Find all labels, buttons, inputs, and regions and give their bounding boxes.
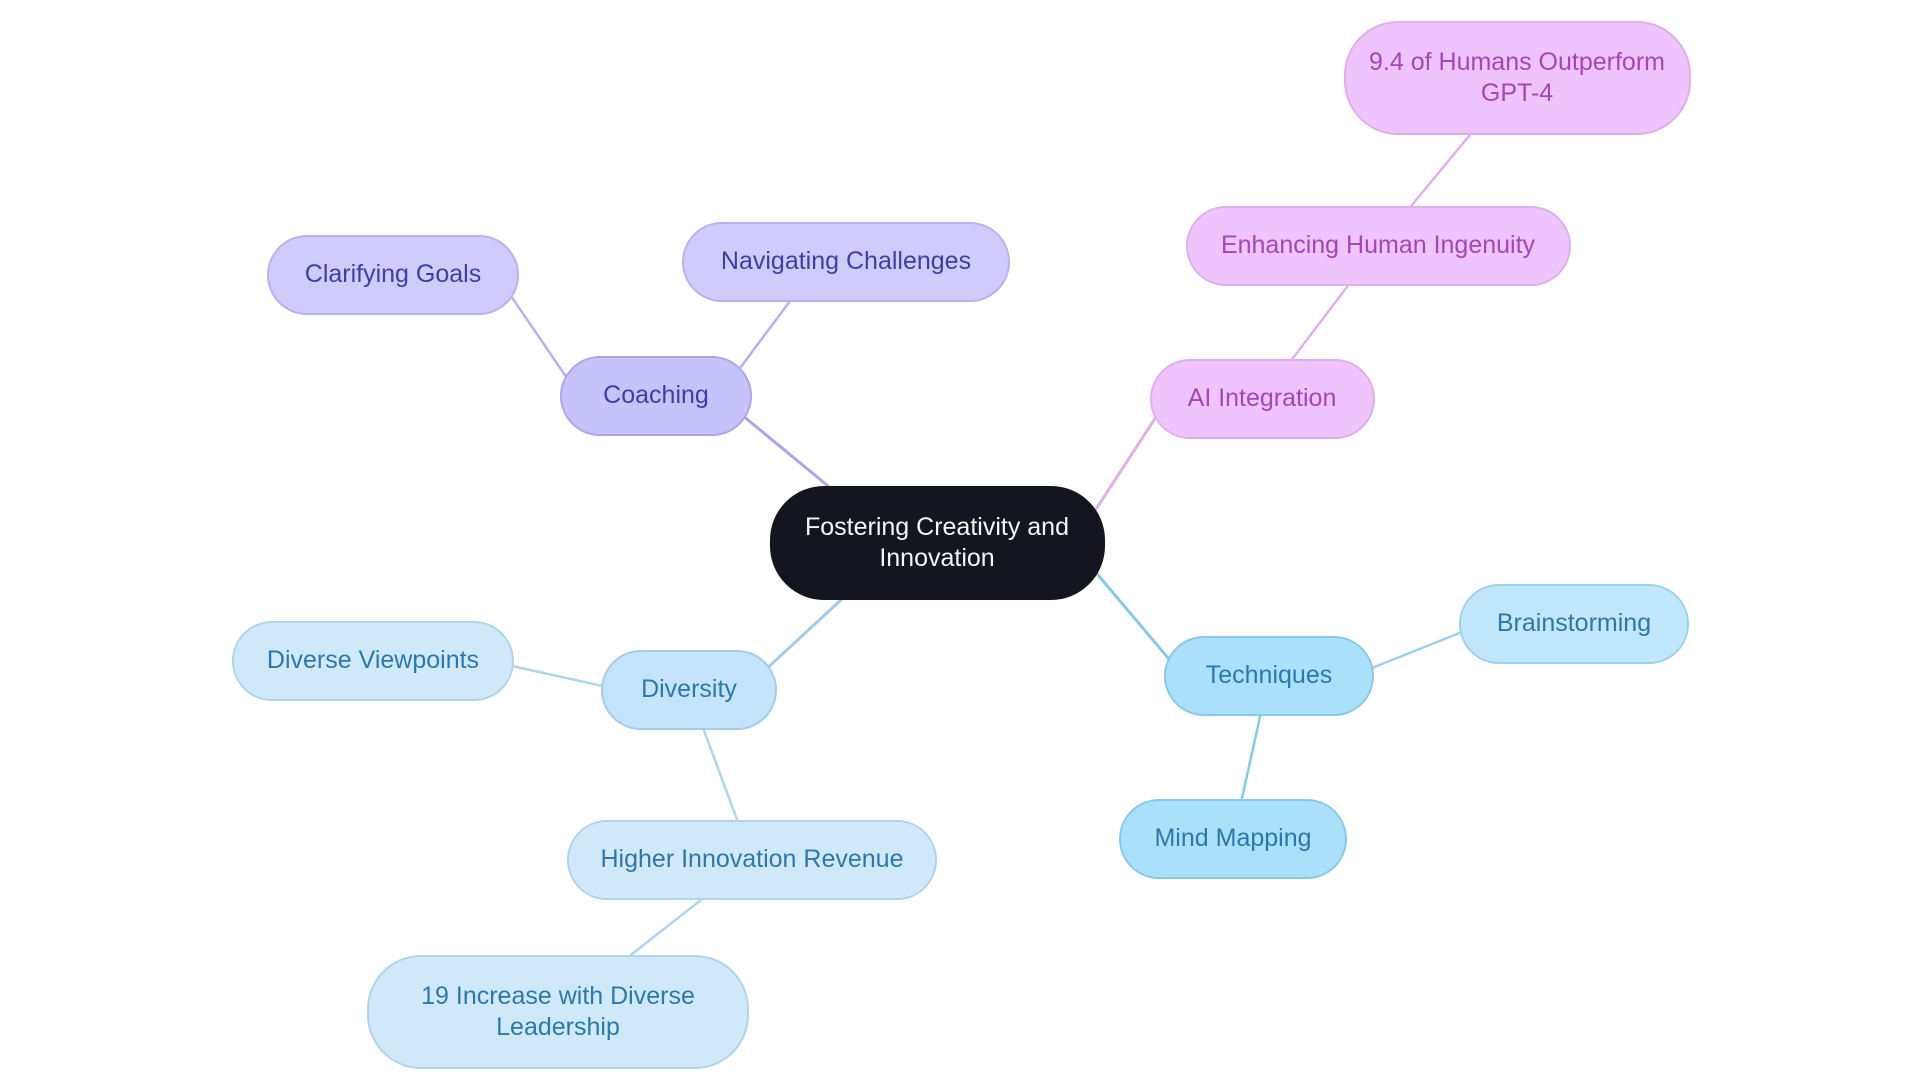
node-nineteen: 19 Increase with Diverse Leadership: [367, 955, 749, 1069]
node-enhancing-label: Enhancing Human Ingenuity: [1221, 230, 1535, 261]
node-navigating-challenges: Navigating Challenges: [682, 222, 1010, 302]
node-diverse-viewpoints-label: Diverse Viewpoints: [267, 645, 479, 676]
node-diversity-label: Diversity: [641, 674, 737, 705]
node-techniques-label: Techniques: [1206, 660, 1332, 691]
node-techniques: Techniques: [1164, 636, 1374, 716]
node-clarifying-goals: Clarifying Goals: [267, 235, 519, 315]
node-brainstorming: Brainstorming: [1459, 584, 1689, 664]
node-brainstorming-label: Brainstorming: [1497, 608, 1651, 639]
node-coaching: Coaching: [560, 356, 752, 436]
node-enhancing: Enhancing Human Ingenuity: [1186, 206, 1571, 286]
node-higher-innovation: Higher Innovation Revenue: [567, 820, 937, 900]
node-outperform: 9.4 of Humans Outperform GPT-4: [1344, 21, 1691, 135]
node-root-label: Fostering Creativity and Innovation: [790, 512, 1085, 575]
node-ai-integration-label: AI Integration: [1188, 383, 1337, 414]
node-higher-innovation-label: Higher Innovation Revenue: [601, 844, 904, 875]
node-outperform-label: 9.4 of Humans Outperform GPT-4: [1364, 47, 1671, 110]
node-mind-mapping-label: Mind Mapping: [1154, 823, 1311, 854]
node-mind-mapping: Mind Mapping: [1119, 799, 1347, 879]
node-navigating-challenges-label: Navigating Challenges: [721, 246, 971, 277]
mindmap-stage: Fostering Creativity and Innovation Coac…: [0, 0, 1920, 1083]
node-root: Fostering Creativity and Innovation: [770, 486, 1105, 600]
node-diversity: Diversity: [601, 650, 777, 730]
node-coaching-label: Coaching: [603, 380, 709, 411]
node-clarifying-goals-label: Clarifying Goals: [305, 259, 481, 290]
node-diverse-viewpoints: Diverse Viewpoints: [232, 621, 514, 701]
node-ai-integration: AI Integration: [1150, 359, 1375, 439]
node-nineteen-label: 19 Increase with Diverse Leadership: [387, 981, 729, 1044]
